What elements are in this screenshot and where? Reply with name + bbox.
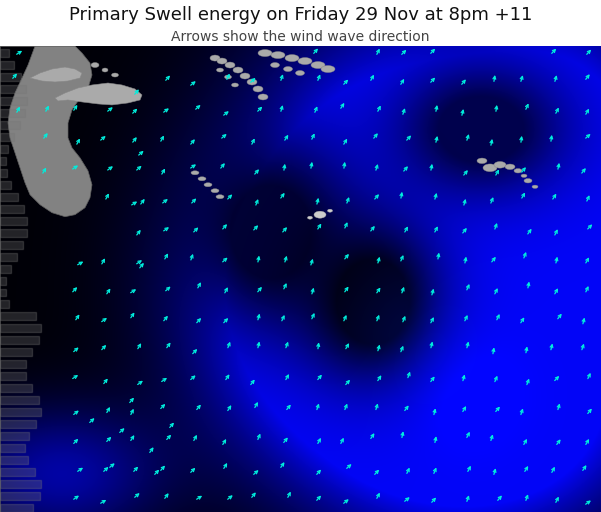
Bar [0,241,23,249]
Bar [0,121,20,129]
Ellipse shape [284,67,293,72]
Ellipse shape [477,158,487,163]
Bar [0,276,7,285]
Bar [0,504,33,512]
Bar [0,301,9,308]
Bar [0,432,29,440]
Ellipse shape [247,79,257,85]
Ellipse shape [308,216,313,219]
Ellipse shape [532,185,538,188]
Bar [0,336,39,345]
Ellipse shape [314,211,326,218]
Ellipse shape [211,189,219,193]
Bar [0,444,25,452]
Bar [0,456,28,464]
Ellipse shape [298,57,312,65]
Bar [0,325,41,332]
Bar [0,61,14,69]
Bar [0,480,41,488]
Ellipse shape [210,55,220,61]
Ellipse shape [225,62,235,68]
Ellipse shape [191,171,199,175]
Ellipse shape [296,71,305,75]
Ellipse shape [524,179,532,183]
Ellipse shape [217,58,227,64]
Bar [0,193,17,201]
Bar [0,217,27,225]
Bar [0,133,14,141]
Bar [0,85,26,93]
Bar [0,372,25,380]
Ellipse shape [204,183,212,187]
Ellipse shape [271,52,285,58]
Bar [0,145,8,153]
Bar [0,49,8,57]
Ellipse shape [494,161,506,168]
Polygon shape [30,67,82,82]
Ellipse shape [225,75,231,79]
Ellipse shape [328,209,332,212]
Bar [0,73,20,81]
Ellipse shape [311,61,325,69]
Bar [0,492,40,500]
Ellipse shape [231,83,239,87]
Ellipse shape [240,73,250,79]
Bar [0,312,36,321]
Bar [0,205,23,212]
Ellipse shape [216,195,224,199]
Ellipse shape [198,177,206,181]
Ellipse shape [258,94,268,100]
Bar [0,97,28,105]
Bar [0,385,32,392]
Ellipse shape [514,168,522,173]
Bar [0,468,35,476]
Ellipse shape [285,55,299,61]
Polygon shape [0,46,92,512]
Bar [0,229,27,237]
Bar [0,157,5,165]
Bar [0,109,25,117]
Ellipse shape [505,164,515,169]
Bar [0,348,32,356]
Bar [0,289,6,296]
Polygon shape [55,83,142,105]
Bar [0,420,37,428]
Ellipse shape [253,86,263,92]
Bar [0,265,11,272]
Bar [0,396,39,404]
Bar [0,408,41,416]
Bar [0,169,7,177]
Ellipse shape [521,174,527,178]
Text: Primary Swell energy on Friday 29 Nov at 8pm +11: Primary Swell energy on Friday 29 Nov at… [69,6,532,24]
Ellipse shape [270,62,279,68]
Ellipse shape [112,73,118,77]
Ellipse shape [258,50,272,56]
Bar [0,181,11,189]
Ellipse shape [91,62,99,68]
Bar [0,360,26,368]
Text: Arrows show the wind wave direction: Arrows show the wind wave direction [171,30,430,44]
Ellipse shape [102,68,108,72]
Ellipse shape [483,164,497,172]
Ellipse shape [216,68,224,72]
Bar [0,252,17,261]
Ellipse shape [321,66,335,73]
Ellipse shape [233,67,243,73]
